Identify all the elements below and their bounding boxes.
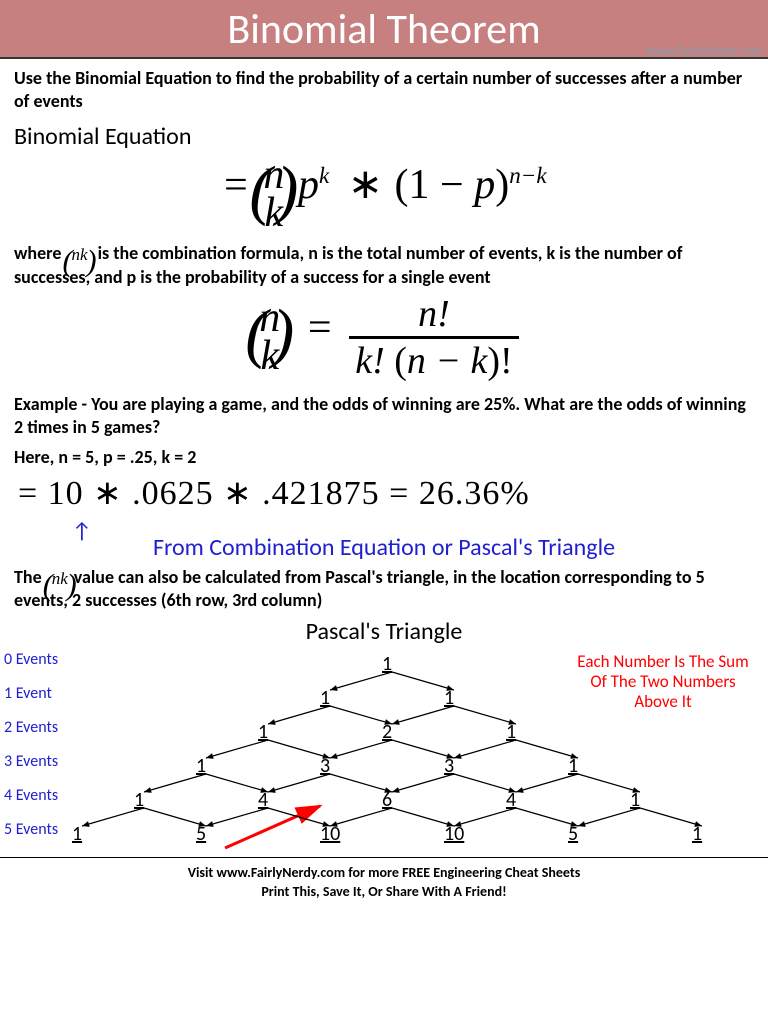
triangle-number: 3 <box>320 754 330 778</box>
computation: = 10 ∗ .0625 ∗ .421875 = 26.36% <box>18 475 530 512</box>
triangle-number: 5 <box>568 822 578 846</box>
content-area: Use the Binomial Equation to find the pr… <box>0 59 768 901</box>
eq-sign: = <box>294 305 346 351</box>
triangle-number: 4 <box>258 788 268 812</box>
triangle-number: 5 <box>196 822 206 846</box>
factorial-fraction: n! k! (n − k)! <box>349 292 519 383</box>
triangle-number: 1 <box>258 720 268 744</box>
triangle-number: 1 <box>72 822 82 846</box>
header-banner: Binomial Theorem www.FairlyNerdy.com <box>0 0 768 59</box>
page-title: Binomial Theorem <box>227 4 540 55</box>
binom-coefficient: ( n k ) <box>253 157 294 233</box>
footer-line-2: Print This, Save It, Or Share With A Fri… <box>14 883 754 901</box>
triangle-number: 1 <box>444 686 454 710</box>
equation-heading: Binomial Equation <box>14 122 754 151</box>
binom-inline-icon-2: (nk) <box>46 568 74 589</box>
triangle-number: 6 <box>382 788 392 812</box>
example-values: Here, n = 5, p = .25, k = 2 <box>14 446 754 469</box>
footer: Visit www.FairlyNerdy.com for more FREE … <box>14 864 754 900</box>
intro-text: Use the Binomial Equation to find the pr… <box>14 67 754 114</box>
triangle-number: 4 <box>506 788 516 812</box>
footer-line-1: Visit www.FairlyNerdy.com for more FREE … <box>14 864 754 882</box>
triangle-number: 2 <box>382 720 392 744</box>
worked-example: = 10 ∗ .0625 ∗ .421875 = 26.36% <box>14 473 754 513</box>
pascal-description: The (nk)value can also be calculated fro… <box>14 566 754 612</box>
triangle-number: 1 <box>134 788 144 812</box>
triangle-arrows <box>0 648 760 858</box>
triangle-number: 10 <box>444 822 464 846</box>
triangle-number: 1 <box>692 822 702 846</box>
mult-sign: ∗ <box>340 162 391 208</box>
denominator: k! (n − k)! <box>349 339 519 383</box>
equation-description: where (nk) is the combination formula, n… <box>14 242 754 288</box>
combination-equation: ( n k ) = n! k! (n − k)! <box>14 292 754 383</box>
triangle-number: 1 <box>506 720 516 744</box>
pascals-triangle: Each Number Is The Sum Of The Two Number… <box>0 648 768 858</box>
numerator: n! <box>349 292 519 339</box>
binom-inline-icon: (nk) <box>65 244 93 265</box>
pascal-heading: Pascal's Triangle <box>14 617 754 646</box>
site-url: www.FairlyNerdy.com <box>646 44 762 59</box>
binomial-equation: = ( n k ) pk ∗ (1 − p)n−k <box>14 157 754 233</box>
triangle-number: 1 <box>196 754 206 778</box>
triangle-number: 1 <box>320 686 330 710</box>
triangle-number: 3 <box>444 754 454 778</box>
triangle-number: 1 <box>630 788 640 812</box>
binom-left: ( n k ) <box>249 300 290 376</box>
one-minus-p: (1 − p)n−k <box>395 162 547 208</box>
blue-annotation: From Combination Equation or Pascal's Tr… <box>14 533 754 562</box>
triangle-number: 1 <box>382 652 392 676</box>
equals-sign: = <box>221 162 249 208</box>
up-arrow-icon: ↑ <box>72 517 768 531</box>
p-term: pk <box>298 162 340 208</box>
example-text: Example - You are playing a game, and th… <box>14 393 754 438</box>
triangle-number: 1 <box>568 754 578 778</box>
triangle-number: 10 <box>320 822 340 846</box>
